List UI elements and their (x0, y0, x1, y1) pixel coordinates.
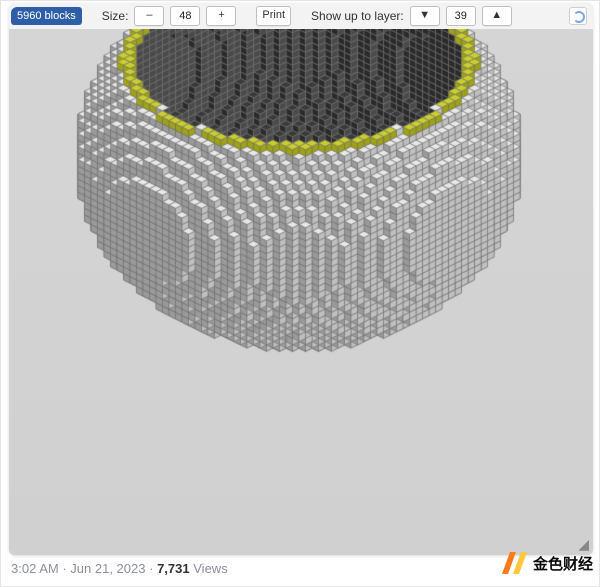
voxel-sphere-canvas (9, 29, 593, 555)
size-increment-button[interactable]: + (206, 6, 236, 26)
viewport-3d[interactable]: ◢ (9, 29, 593, 555)
toolbar: 5960 blocks Size: – 48 + Print Show up t… (9, 3, 593, 30)
refresh-icon[interactable] (569, 7, 587, 25)
post-date: Jun 21, 2023 (70, 561, 145, 576)
views-label: Views (193, 561, 227, 576)
meta-separator: · (62, 561, 66, 576)
blocks-count-badge: 5960 blocks (11, 7, 82, 25)
post-time: 3:02 AM (11, 561, 59, 576)
screenshot-root: 5960 blocks Size: – 48 + Print Show up t… (0, 0, 600, 587)
watermark-logo-icon (499, 550, 529, 576)
layer-decrement-button[interactable]: ▼ (410, 6, 440, 26)
size-label: Size: (102, 9, 129, 23)
resize-handle-icon[interactable]: ◢ (575, 537, 589, 551)
size-decrement-button[interactable]: – (134, 6, 164, 26)
print-button[interactable]: Print (256, 6, 291, 26)
views-count: 7,731 (157, 561, 190, 576)
meta-separator: · (149, 561, 153, 576)
size-value[interactable]: 48 (170, 6, 200, 26)
app-window: 5960 blocks Size: – 48 + Print Show up t… (9, 3, 593, 555)
layer-label: Show up to layer: (311, 9, 404, 23)
layer-value[interactable]: 39 (446, 6, 476, 26)
watermark: 金色财经 (499, 550, 593, 576)
watermark-text: 金色财经 (533, 553, 593, 574)
post-meta: 3:02 AM · Jun 21, 2023 · 7,731 Views (11, 561, 228, 576)
layer-increment-button[interactable]: ▲ (482, 6, 512, 26)
